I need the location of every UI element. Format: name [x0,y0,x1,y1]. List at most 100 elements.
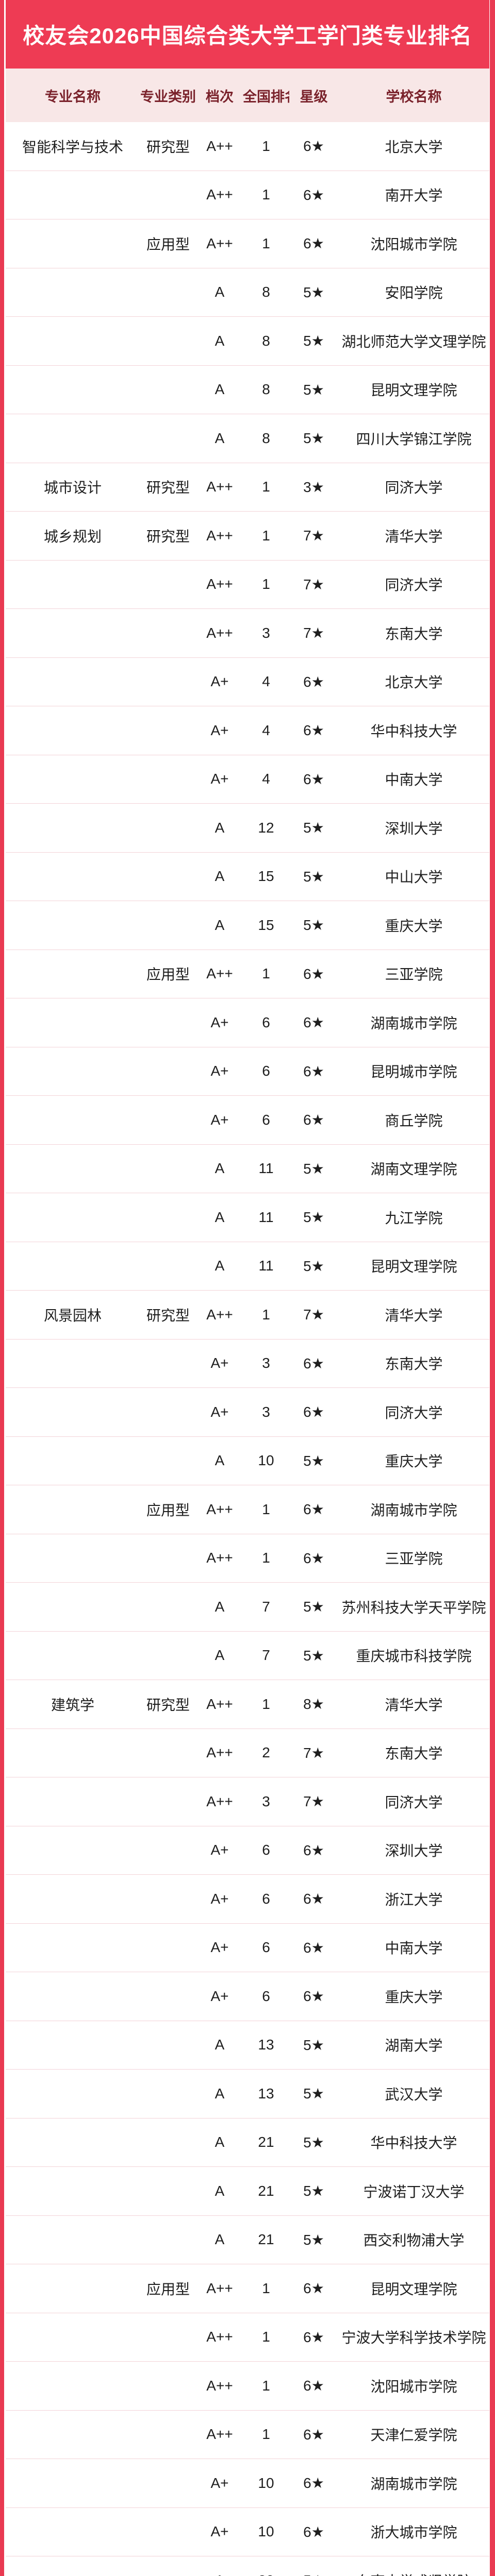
grade-cell: A [214,819,225,836]
grade-cell: A [214,1647,225,1664]
national-rank-cell: 20 [243,2572,289,2576]
star-level-cell: 5★ [303,917,324,934]
school-name-cell: 西交利物浦大学 [363,2232,465,2249]
grade-cell: A++ [206,138,233,154]
school-name-cell: 三亚学院 [385,967,443,983]
table-row: A+ 4 6★ 北京大学 [6,657,489,706]
star-level-cell: 6★ [303,2475,324,2492]
table-row: A+ 4 6★ 华中科技大学 [6,706,489,755]
major-category-cell: 研究型 [146,480,190,496]
grade-cell: A++ [206,527,233,544]
major-category-cell: 研究型 [146,1697,190,1713]
major-category-cell: 研究型 [146,528,190,545]
national-rank-cell: 6 [262,1063,270,1079]
school-name-cell: 重庆城市科技学院 [356,1648,472,1665]
star-level-cell: 5★ [303,333,324,349]
table-row: A+ 10 6★ 湖南城市学院 [6,2459,489,2508]
column-header-star-level: 星级 [300,89,328,105]
national-rank-cell: 11 [258,1209,274,1225]
table-row: A 20 5★ 东南大学成贤学院 [6,2556,489,2576]
star-level-cell: 6★ [303,1988,324,2005]
grade-cell: A+ [210,2523,229,2540]
grade-cell: A+ [210,1939,229,1956]
table-row: A++ 3 7★ 同济大学 [6,1777,489,1826]
grade-cell: A+ [210,1063,229,1079]
national-rank-cell: 1 [262,1501,270,1517]
grade-cell: A+ [210,673,229,690]
national-rank-cell: 2 [262,1744,270,1761]
national-rank-cell: 1 [262,2329,270,2345]
major-category-cell: 应用型 [146,236,190,252]
school-name-cell: 湖南城市学院 [370,2476,457,2492]
national-rank-cell: 8 [262,381,270,398]
grade-cell: A [214,1598,225,1615]
school-name-cell: 同济大学 [385,1794,443,1810]
school-name-cell: 天津仁爱学院 [370,2427,457,2444]
grade-cell: A++ [206,235,233,251]
major-category-cell: 应用型 [146,2281,190,2297]
table-row: A+ 6 6★ 湖南城市学院 [6,998,489,1047]
table-row: A 13 5★ 武汉大学 [6,2070,489,2119]
column-header-major: 专业名称 [45,89,101,105]
school-name-cell: 东南大学 [385,1356,443,1372]
grade-cell: A++ [206,1696,233,1712]
star-level-cell: 7★ [303,625,324,641]
major-category-cell: 应用型 [146,967,190,983]
column-header-school: 学校名称 [386,89,442,105]
school-name-cell: 重庆大学 [385,1453,443,1470]
star-level-cell: 6★ [303,1404,324,1420]
grade-cell: A+ [210,1014,229,1030]
national-rank-cell: 6 [262,1014,270,1030]
major-name-cell: 建筑学 [51,1697,94,1713]
national-rank-cell: 13 [258,2037,274,2053]
grade-cell: A [214,868,225,885]
table-row: A+ 6 6★ 昆明城市学院 [6,1047,489,1096]
school-name-cell: 浙江大学 [385,1891,443,1908]
national-rank-cell: 4 [262,673,270,690]
school-name-cell: 湖南城市学院 [370,1015,457,1031]
table-row: A 8 5★ 湖北师范大学文理学院 [6,317,489,366]
grade-cell: A [214,2182,225,2199]
national-rank-cell: 7 [262,1647,270,1664]
major-category-cell: 应用型 [146,1502,190,1518]
school-name-cell: 湖北师范大学文理学院 [341,333,486,350]
star-level-cell: 6★ [303,1063,324,1079]
school-name-cell: 同济大学 [385,1404,443,1421]
national-rank-cell: 3 [262,1793,270,1809]
grade-cell: A [214,1258,225,1274]
national-rank-cell: 6 [262,1988,270,2004]
school-name-cell: 昆明文理学院 [370,2281,457,2297]
school-name-cell: 沈阳城市学院 [370,2378,457,2395]
grade-cell: A++ [206,1744,233,1761]
table-row: A 21 5★ 华中科技大学 [6,2118,489,2167]
star-level-cell: 6★ [303,1842,324,1858]
table-row: A 21 5★ 西交利物浦大学 [6,2215,489,2264]
star-level-cell: 6★ [303,1112,324,1128]
school-name-cell: 湖南城市学院 [370,1502,457,1518]
star-level-cell: 5★ [303,284,324,300]
star-level-cell: 6★ [303,673,324,690]
star-level-cell: 6★ [303,722,324,739]
star-level-cell: 5★ [289,2572,338,2576]
star-level-cell: 6★ [303,965,324,982]
school-name-cell: 重庆大学 [385,1989,443,2005]
major-name-cell: 城市设计 [43,480,102,496]
school-name-cell: 沈阳城市学院 [370,236,457,252]
star-level-cell: 7★ [303,1307,324,1323]
national-rank-cell: 1 [262,1696,270,1712]
major-category-cell: 研究型 [146,1307,190,1324]
grade-cell: A++ [206,1501,233,1517]
national-rank-cell: 6 [262,1842,270,1858]
table-row: A 8 5★ 四川大学锦江学院 [6,414,489,463]
grade-cell: A+ [210,1111,229,1128]
star-level-cell: 6★ [303,1355,324,1371]
star-level-cell: 6★ [303,2329,324,2345]
star-level-cell: 5★ [303,1599,324,1615]
school-name-cell: 重庆大学 [385,918,443,934]
grade-cell: A++ [206,2377,233,2394]
national-rank-cell: 4 [262,771,270,787]
school-name-cell: 同济大学 [385,577,443,594]
school-name-cell: 清华大学 [385,1307,443,1324]
ranking-table-body: 智能科学与技术 研究型 A++ 1 6★ 北京大学 A++ 1 6★ 南开大学 … [6,122,489,2576]
